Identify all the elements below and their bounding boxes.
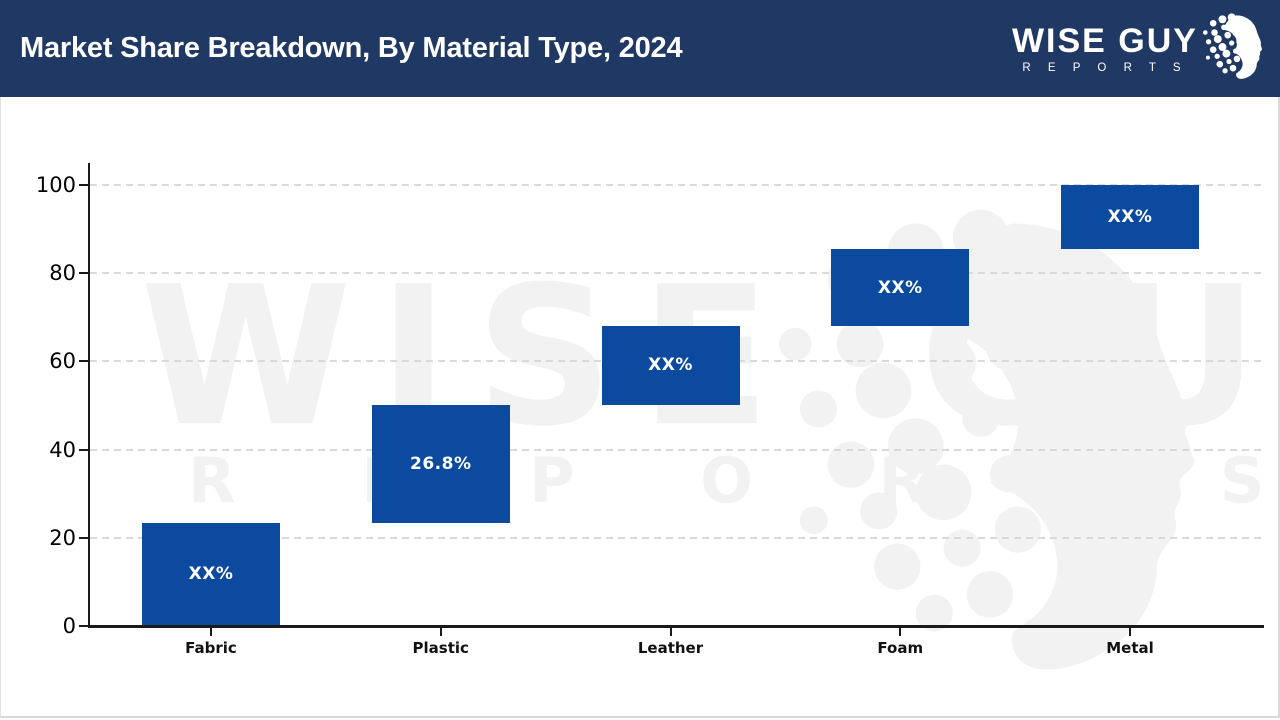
wise-guy-reports-logo: WISE GUY R E P O R T S <box>1012 10 1266 88</box>
y-tick-label-80: 80 <box>49 261 76 286</box>
bar-value-label-foam: XX% <box>877 277 923 298</box>
category-label-leather: Leather <box>637 639 704 657</box>
y-tick-100 <box>79 184 88 186</box>
bar-fabric: XX% <box>142 522 280 626</box>
gridline-y-40 <box>90 448 1262 451</box>
x-tick-leather <box>669 628 672 636</box>
x-tick-fabric <box>210 628 212 636</box>
bar-foam: XX% <box>831 248 970 327</box>
y-tick-label-40: 40 <box>49 437 76 462</box>
y-tick-40 <box>79 448 88 451</box>
x-tick-metal <box>1129 628 1131 636</box>
header-banner: Market Share Breakdown, By Material Type… <box>0 0 1280 97</box>
logo-dotted-head-icon <box>1200 10 1266 88</box>
y-tick-label-100: 100 <box>35 173 76 197</box>
category-label-plastic: Plastic <box>412 639 469 657</box>
logo-wordmark: WISE GUY <box>1011 21 1198 60</box>
page-title: Market Share Breakdown, By Material Type… <box>20 32 683 64</box>
bar-plastic: 26.8% <box>371 404 510 523</box>
bar-value-label-leather: XX% <box>648 355 693 376</box>
y-tick-60 <box>79 360 88 363</box>
x-tick-plastic <box>439 628 442 636</box>
category-label-fabric: Fabric <box>185 639 237 657</box>
category-label-metal: Metal <box>1106 639 1154 657</box>
bar-value-label-fabric: XX% <box>188 564 234 585</box>
x-axis-spine <box>88 625 1264 628</box>
category-label-foam: Foam <box>877 639 924 657</box>
y-tick-label-60: 60 <box>49 349 76 374</box>
x-tick-foam <box>899 628 902 636</box>
y-axis-spine <box>88 163 90 628</box>
gridline-y-20 <box>90 536 1262 539</box>
bar-value-label-metal: XX% <box>1107 206 1153 227</box>
bar-metal: XX% <box>1061 185 1199 249</box>
y-tick-80 <box>79 272 88 275</box>
y-tick-20 <box>79 536 88 539</box>
y-tick-0 <box>79 625 88 627</box>
gridline-y-80 <box>90 272 1262 275</box>
logo-text: WISE GUY R E P O R T S <box>1012 24 1198 74</box>
y-tick-label-20: 20 <box>49 525 76 550</box>
y-tick-label-0: 0 <box>62 614 76 638</box>
gridline-y-100 <box>90 184 1262 186</box>
bar-leather: XX% <box>601 326 740 405</box>
bar-value-label-plastic: 26.8% <box>410 453 472 474</box>
logo-reports-text: R E P O R T S <box>1022 61 1188 74</box>
